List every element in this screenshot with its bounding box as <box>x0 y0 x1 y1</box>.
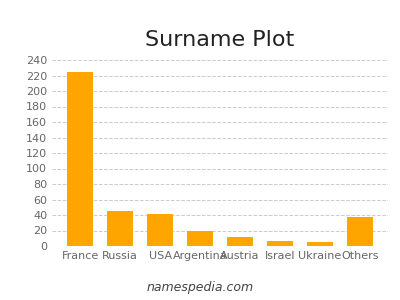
Bar <box>347 217 373 246</box>
Title: Surname Plot: Surname Plot <box>145 30 295 50</box>
Bar <box>227 238 253 246</box>
Bar <box>107 211 133 246</box>
Bar <box>187 230 213 246</box>
Bar <box>307 242 333 246</box>
Bar <box>147 214 173 246</box>
Bar <box>67 72 93 246</box>
Bar <box>267 241 293 246</box>
Text: namespedia.com: namespedia.com <box>146 281 254 294</box>
